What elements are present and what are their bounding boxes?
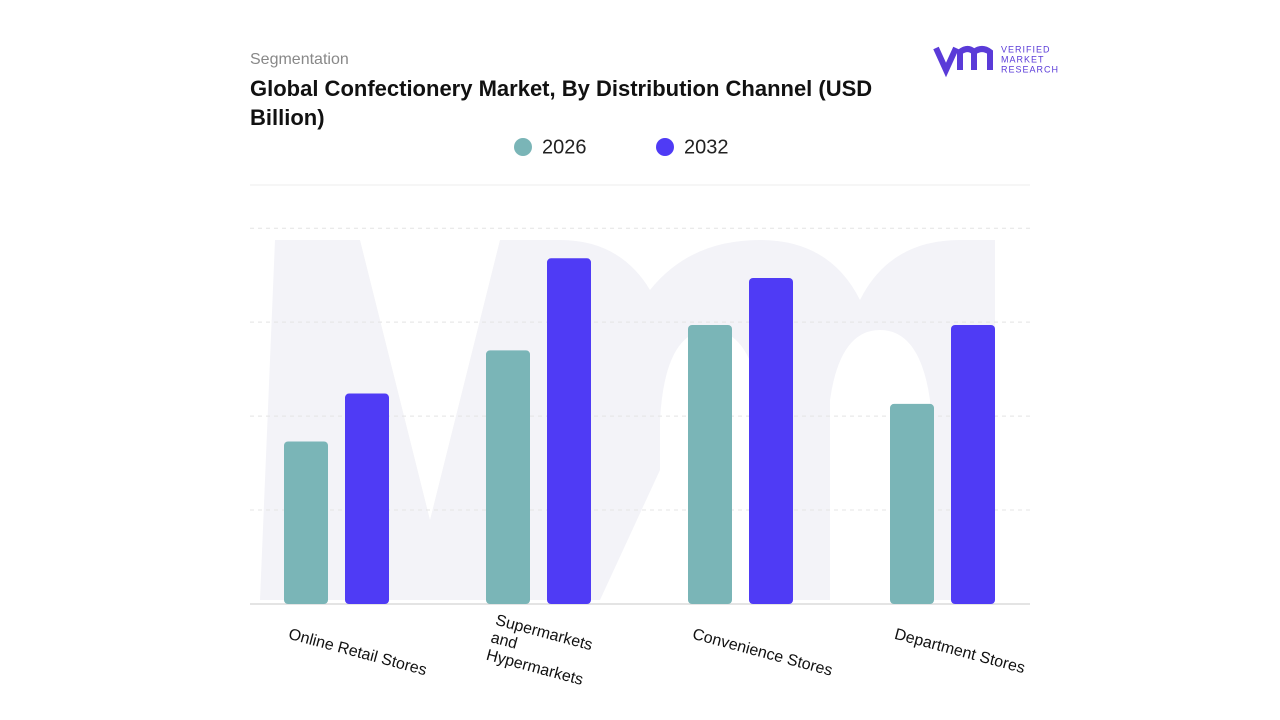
brand: RESEARCH xyxy=(1001,64,1059,74)
brand: MARKET xyxy=(1001,54,1045,64)
legend-swatch xyxy=(656,138,674,156)
bar xyxy=(547,258,591,604)
bar xyxy=(486,350,530,604)
legend-label: 2026 xyxy=(542,136,587,158)
bar xyxy=(951,324,995,604)
chart-title: Global Confectionery Market, By Distribu… xyxy=(250,76,873,130)
brand: VERIFIED xyxy=(1001,44,1051,54)
bar xyxy=(345,393,389,604)
title-box: Global Confectionery Market, By Distribu… xyxy=(250,76,873,130)
logo-mark xyxy=(933,46,993,78)
bar xyxy=(284,441,328,604)
subtitle: Segmentation xyxy=(250,51,349,68)
bar xyxy=(688,324,732,604)
bar xyxy=(749,278,793,604)
legend-label: 2032 xyxy=(684,136,729,158)
bar xyxy=(890,403,934,604)
legend-swatch xyxy=(514,138,532,156)
